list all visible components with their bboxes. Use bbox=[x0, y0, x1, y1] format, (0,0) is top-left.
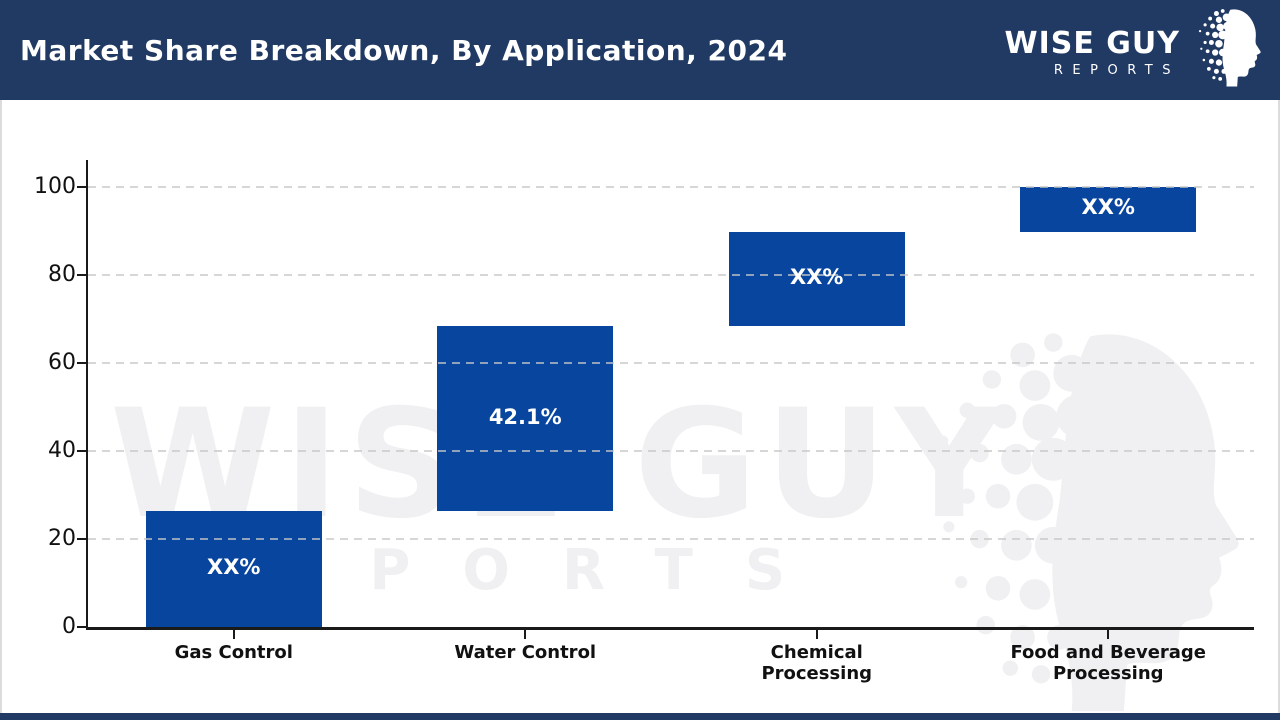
x-tick-mark bbox=[524, 630, 527, 639]
bar-value-label: 42.1% bbox=[488, 404, 562, 429]
x-category-label-line: Food and Beverage bbox=[1010, 642, 1207, 663]
brand-name: WISE GUY bbox=[1004, 26, 1180, 61]
bar-value-label: XX% bbox=[207, 555, 261, 580]
y-tick-mark bbox=[77, 626, 86, 628]
y-tick-label: 60 bbox=[48, 350, 76, 375]
x-category-label: Water Control bbox=[375, 642, 675, 663]
gridline bbox=[88, 274, 1254, 276]
x-category-label: Food and Beverage Processing bbox=[958, 642, 1258, 684]
bar-gas-control bbox=[145, 511, 322, 627]
page-title: Market Share Breakdown, By Application, … bbox=[20, 33, 788, 67]
x-category-label-line: Processing bbox=[1052, 663, 1164, 684]
bar-value-label: XX% bbox=[790, 264, 844, 289]
y-tick-mark bbox=[77, 538, 86, 540]
x-category-label-line: Water Control bbox=[454, 642, 597, 663]
bar-food-and-beverage-processing bbox=[1020, 187, 1197, 232]
header-bar: Market Share Breakdown, By Application, … bbox=[0, 0, 1280, 100]
gridline bbox=[88, 186, 1254, 188]
y-tick-label: 100 bbox=[34, 174, 76, 199]
x-tick-mark bbox=[1107, 630, 1110, 639]
x-axis-line bbox=[86, 627, 1254, 630]
x-category-label-line: Gas Control bbox=[174, 642, 293, 663]
y-tick-label: 80 bbox=[48, 262, 76, 287]
y-tick-mark bbox=[77, 362, 86, 364]
gridline bbox=[88, 538, 1254, 540]
brand-logo: WISE GUY REPORTS bbox=[1004, 6, 1272, 94]
y-tick-mark bbox=[77, 274, 86, 276]
x-category-label-line: Chemical bbox=[770, 642, 863, 663]
y-tick-mark bbox=[77, 450, 86, 452]
x-category-label: Gas Control bbox=[84, 642, 384, 663]
y-tick-label: 20 bbox=[48, 526, 76, 551]
bar-water-control bbox=[437, 326, 614, 512]
x-category-label: Chemical Processing bbox=[667, 642, 967, 684]
gridline bbox=[88, 450, 1254, 452]
y-tick-label: 40 bbox=[48, 438, 76, 463]
y-tick-label: 0 bbox=[62, 614, 76, 639]
y-axis-line bbox=[86, 160, 88, 630]
brand-head-icon bbox=[1198, 9, 1261, 87]
x-category-label-line: Processing bbox=[761, 663, 873, 684]
footer-bar bbox=[0, 713, 1280, 720]
gridline bbox=[88, 362, 1254, 364]
bar-chemical-processing bbox=[728, 231, 905, 327]
x-tick-mark bbox=[232, 630, 235, 639]
bar-value-label: XX% bbox=[1081, 195, 1135, 220]
brand-wordmark: WISE GUY REPORTS bbox=[1004, 26, 1180, 79]
x-tick-mark bbox=[815, 630, 818, 639]
y-tick-mark bbox=[77, 186, 86, 188]
brand-subname: REPORTS bbox=[1053, 63, 1180, 78]
